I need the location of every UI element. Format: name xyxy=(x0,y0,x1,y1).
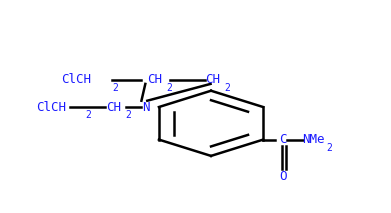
Text: 2: 2 xyxy=(112,83,118,93)
Text: 2: 2 xyxy=(167,83,172,93)
Text: 2: 2 xyxy=(224,83,230,93)
Text: CH: CH xyxy=(106,101,122,114)
Text: C: C xyxy=(279,133,286,146)
Text: CH: CH xyxy=(147,73,162,86)
Text: ClCH: ClCH xyxy=(61,73,91,86)
Text: 2: 2 xyxy=(326,143,332,153)
Text: NMe: NMe xyxy=(302,133,325,146)
Text: O: O xyxy=(279,170,287,183)
Text: 2: 2 xyxy=(125,110,131,120)
Text: CH: CH xyxy=(205,73,220,86)
Text: 2: 2 xyxy=(85,110,91,120)
Text: ClCH: ClCH xyxy=(36,101,66,114)
Text: N: N xyxy=(142,101,149,114)
